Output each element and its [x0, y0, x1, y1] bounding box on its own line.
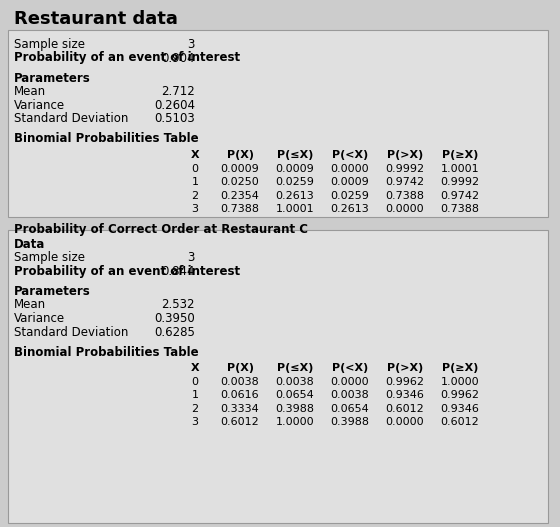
Text: 0.7388: 0.7388: [385, 191, 424, 201]
Text: Parameters: Parameters: [14, 285, 91, 298]
Text: 0.9742: 0.9742: [385, 177, 424, 187]
Text: 0.0259: 0.0259: [330, 191, 370, 201]
Text: 0.5103: 0.5103: [154, 112, 195, 125]
Text: P(X): P(X): [226, 150, 254, 160]
Text: 0.0009: 0.0009: [330, 177, 370, 187]
Text: 0.0038: 0.0038: [221, 377, 259, 387]
Text: 0.3334: 0.3334: [221, 404, 259, 414]
Text: 0.9346: 0.9346: [386, 391, 424, 401]
Text: 0.3988: 0.3988: [276, 404, 315, 414]
Text: 0.9992: 0.9992: [440, 177, 479, 187]
Text: 1.0001: 1.0001: [276, 204, 314, 214]
Text: 0.7388: 0.7388: [441, 204, 479, 214]
Text: 0.6012: 0.6012: [386, 404, 424, 414]
Text: 2: 2: [192, 191, 199, 201]
Text: 3: 3: [192, 204, 198, 214]
Text: 0.0038: 0.0038: [276, 377, 314, 387]
Text: Binomial Probabilities Table: Binomial Probabilities Table: [14, 132, 199, 145]
Text: 2.712: 2.712: [161, 85, 195, 98]
Text: Variance: Variance: [14, 99, 65, 112]
Text: 0.9962: 0.9962: [385, 377, 424, 387]
Text: 0.7388: 0.7388: [221, 204, 259, 214]
Text: Binomial Probabilities Table: Binomial Probabilities Table: [14, 346, 199, 359]
Text: Parameters: Parameters: [14, 72, 91, 85]
Text: Probability of Correct Order at Restaurant C: Probability of Correct Order at Restaura…: [14, 223, 308, 236]
Text: 0.9346: 0.9346: [441, 404, 479, 414]
Text: Standard Deviation: Standard Deviation: [14, 112, 128, 125]
Text: Data: Data: [14, 238, 45, 251]
Text: P(≥X): P(≥X): [442, 150, 478, 160]
Text: 3: 3: [188, 38, 195, 51]
Text: P(≤X): P(≤X): [277, 363, 313, 373]
Text: 0.0654: 0.0654: [276, 391, 314, 401]
Text: Restaurant data: Restaurant data: [14, 10, 178, 28]
Text: 0.0000: 0.0000: [331, 377, 369, 387]
Text: 0: 0: [192, 377, 198, 387]
Text: Mean: Mean: [14, 298, 46, 311]
Text: P(X): P(X): [226, 363, 254, 373]
Text: X: X: [191, 150, 199, 160]
Text: 0.9992: 0.9992: [385, 163, 424, 173]
Text: 2.532: 2.532: [161, 298, 195, 311]
Text: 1: 1: [192, 177, 198, 187]
Text: 0.2613: 0.2613: [330, 204, 370, 214]
Text: P(≥X): P(≥X): [442, 363, 478, 373]
Text: 0.0009: 0.0009: [221, 163, 259, 173]
Text: 0.6012: 0.6012: [221, 417, 259, 427]
Text: 0.844: 0.844: [161, 265, 195, 278]
Text: 0.2613: 0.2613: [276, 191, 314, 201]
Text: 0.6285: 0.6285: [154, 326, 195, 338]
Text: 0.904: 0.904: [161, 52, 195, 64]
Text: 0.9962: 0.9962: [441, 391, 479, 401]
Text: 0.2354: 0.2354: [221, 191, 259, 201]
Text: P(≤X): P(≤X): [277, 150, 313, 160]
FancyBboxPatch shape: [8, 230, 548, 523]
Text: 3: 3: [188, 251, 195, 264]
Text: 0.0259: 0.0259: [276, 177, 314, 187]
Text: X: X: [191, 363, 199, 373]
Text: 0.0009: 0.0009: [276, 163, 314, 173]
Text: Sample size: Sample size: [14, 251, 85, 264]
Text: 0.3988: 0.3988: [330, 417, 370, 427]
Text: Sample size: Sample size: [14, 38, 85, 51]
Text: 0.0654: 0.0654: [330, 404, 370, 414]
Text: Variance: Variance: [14, 312, 65, 325]
Text: 0.0000: 0.0000: [331, 163, 369, 173]
Text: 0.2604: 0.2604: [154, 99, 195, 112]
Text: 0: 0: [192, 163, 198, 173]
Text: P(<X): P(<X): [332, 363, 368, 373]
Text: 0.0250: 0.0250: [221, 177, 259, 187]
Text: Probability of an event of interest: Probability of an event of interest: [14, 52, 240, 64]
Text: 1.0001: 1.0001: [441, 163, 479, 173]
Text: 3: 3: [192, 417, 198, 427]
Text: 1: 1: [192, 391, 198, 401]
Text: Probability of an event of interest: Probability of an event of interest: [14, 265, 240, 278]
Text: 0.9742: 0.9742: [440, 191, 479, 201]
Text: 0.0000: 0.0000: [386, 417, 424, 427]
Text: 2: 2: [192, 404, 199, 414]
Text: Mean: Mean: [14, 85, 46, 98]
FancyBboxPatch shape: [8, 30, 548, 217]
Text: Standard Deviation: Standard Deviation: [14, 326, 128, 338]
Text: P(<X): P(<X): [332, 150, 368, 160]
Text: 0.0616: 0.0616: [221, 391, 259, 401]
Text: P(>X): P(>X): [387, 363, 423, 373]
Text: P(>X): P(>X): [387, 150, 423, 160]
Text: 0.0000: 0.0000: [386, 204, 424, 214]
Text: 1.0000: 1.0000: [276, 417, 314, 427]
Text: 0.0038: 0.0038: [330, 391, 370, 401]
Text: 0.6012: 0.6012: [441, 417, 479, 427]
Text: 1.0000: 1.0000: [441, 377, 479, 387]
Text: 0.3950: 0.3950: [154, 312, 195, 325]
